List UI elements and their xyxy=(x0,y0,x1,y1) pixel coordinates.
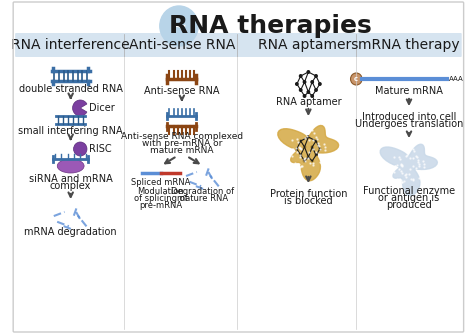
Text: c: c xyxy=(354,76,358,82)
Circle shape xyxy=(299,153,302,157)
Text: pre-mRNA: pre-mRNA xyxy=(139,200,182,209)
Text: RNA interference: RNA interference xyxy=(11,38,130,52)
Circle shape xyxy=(314,88,318,92)
Text: Protein function: Protein function xyxy=(270,189,347,199)
Circle shape xyxy=(299,74,302,78)
Circle shape xyxy=(318,82,322,86)
Text: mature RNA: mature RNA xyxy=(177,193,228,202)
Text: AAA: AAA xyxy=(449,76,464,82)
Text: Functional enzyme: Functional enzyme xyxy=(363,186,455,196)
Text: double stranded RNA: double stranded RNA xyxy=(19,84,123,94)
Text: Spliced mRNA: Spliced mRNA xyxy=(131,177,191,186)
Circle shape xyxy=(302,94,307,98)
Text: Anti-sense RNA complexed: Anti-sense RNA complexed xyxy=(121,132,243,141)
Wedge shape xyxy=(73,100,87,116)
Circle shape xyxy=(307,90,310,94)
Text: small interfering RNA: small interfering RNA xyxy=(18,126,123,136)
Text: Degradation of: Degradation of xyxy=(172,186,235,195)
Text: Introduced into cell: Introduced into cell xyxy=(362,112,456,122)
Text: RNA therapies: RNA therapies xyxy=(169,14,372,38)
Circle shape xyxy=(310,94,314,98)
Circle shape xyxy=(302,145,307,149)
Circle shape xyxy=(318,147,322,151)
Text: RNA aptamer: RNA aptamer xyxy=(275,97,341,107)
Text: RNA aptamers: RNA aptamers xyxy=(258,38,358,52)
Circle shape xyxy=(310,80,314,84)
FancyBboxPatch shape xyxy=(15,33,462,57)
Circle shape xyxy=(314,139,318,143)
Circle shape xyxy=(73,142,87,156)
Text: with pre-mRNA or: with pre-mRNA or xyxy=(142,139,222,148)
Circle shape xyxy=(302,80,307,84)
Text: siRNA and mRNA: siRNA and mRNA xyxy=(29,174,112,184)
Text: Mature mRNA: Mature mRNA xyxy=(375,86,443,96)
Circle shape xyxy=(307,155,310,159)
Circle shape xyxy=(299,88,302,92)
Text: Modulation: Modulation xyxy=(137,186,184,195)
Circle shape xyxy=(307,135,310,139)
Circle shape xyxy=(307,70,310,74)
Ellipse shape xyxy=(57,159,84,173)
Text: ~: ~ xyxy=(171,16,187,35)
Polygon shape xyxy=(278,126,338,181)
Circle shape xyxy=(295,147,299,151)
Text: mature mRNA: mature mRNA xyxy=(150,146,214,155)
Text: Anti-sense RNA: Anti-sense RNA xyxy=(144,86,219,96)
Circle shape xyxy=(295,82,299,86)
Circle shape xyxy=(314,74,318,78)
Text: mRNA degradation: mRNA degradation xyxy=(24,227,117,237)
Circle shape xyxy=(310,159,314,163)
Text: Anti-sense RNA: Anti-sense RNA xyxy=(128,38,235,52)
Text: produced: produced xyxy=(386,200,432,210)
Text: Undergoes translation: Undergoes translation xyxy=(355,119,463,129)
Text: of splicing of: of splicing of xyxy=(134,193,188,202)
Circle shape xyxy=(299,139,302,143)
Circle shape xyxy=(314,153,318,157)
Circle shape xyxy=(160,6,198,46)
Text: or antigen is: or antigen is xyxy=(378,193,439,203)
Text: RISC: RISC xyxy=(89,144,111,154)
Text: mRNA therapy: mRNA therapy xyxy=(358,38,460,52)
Polygon shape xyxy=(380,144,438,196)
Text: is blocked: is blocked xyxy=(284,196,333,206)
Circle shape xyxy=(351,73,362,85)
Circle shape xyxy=(302,159,307,163)
Circle shape xyxy=(310,145,314,149)
Text: complex: complex xyxy=(50,181,91,191)
Text: Dicer: Dicer xyxy=(89,103,115,113)
